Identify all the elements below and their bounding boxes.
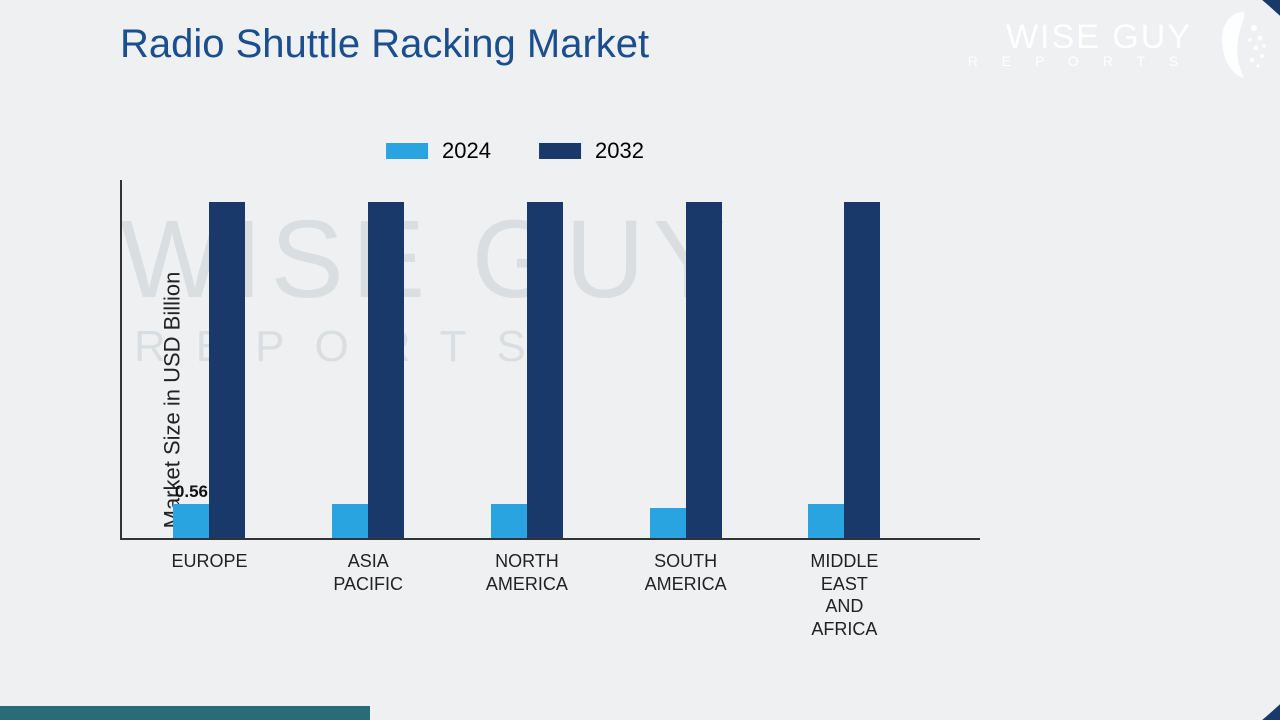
legend-swatch-2032 bbox=[539, 143, 581, 159]
bar-2024 bbox=[650, 508, 686, 538]
bar-2024 bbox=[491, 504, 527, 538]
legend: 2024 2032 bbox=[386, 138, 644, 164]
category-label: EUROPE bbox=[139, 550, 279, 573]
legend-item-2032: 2032 bbox=[539, 138, 644, 164]
bar-group: MIDDLEEASTANDAFRICA bbox=[808, 202, 880, 538]
chart: Market Size in USD Billion 2024 2032 0.5… bbox=[50, 130, 980, 670]
bar-2024: 0.56 bbox=[173, 504, 209, 538]
logo-line2: R E P O R T S bbox=[968, 53, 1192, 69]
legend-label-2032: 2032 bbox=[595, 138, 644, 164]
bar-2032 bbox=[368, 202, 404, 538]
legend-label-2024: 2024 bbox=[442, 138, 491, 164]
chart-title: Radio Shuttle Racking Market bbox=[120, 22, 649, 67]
brand-panel: WISE GUY R E P O R T S bbox=[960, 0, 1280, 720]
bar-2024 bbox=[808, 504, 844, 538]
bar-2032 bbox=[844, 202, 880, 538]
bar-2032 bbox=[209, 202, 245, 538]
bar-2024 bbox=[332, 504, 368, 538]
logo-line1: WISE GUY bbox=[968, 18, 1192, 57]
bar-group: ASIAPACIFIC bbox=[332, 202, 404, 538]
bar-group: NORTHAMERICA bbox=[491, 202, 563, 538]
brand-logo: WISE GUY R E P O R T S bbox=[968, 18, 1192, 69]
bar-value-label: 0.56 bbox=[175, 482, 208, 502]
legend-item-2024: 2024 bbox=[386, 138, 491, 164]
page: WISE GUY R E P O R T S Radio Shuttle Rac… bbox=[0, 0, 1280, 720]
category-label: NORTHAMERICA bbox=[457, 550, 597, 595]
bar-2032 bbox=[686, 202, 722, 538]
brand-head-icon bbox=[1216, 10, 1272, 80]
bottom-accent-bar bbox=[0, 706, 370, 720]
category-label: MIDDLEEASTANDAFRICA bbox=[774, 550, 914, 640]
plot-area: 0.56EUROPE ASIAPACIFIC NORTHAMERICA SOUTHAM… bbox=[120, 180, 980, 540]
bar-group: 0.56EUROPE bbox=[173, 202, 245, 538]
category-label: ASIAPACIFIC bbox=[298, 550, 438, 595]
bar-group: SOUTHAMERICA bbox=[650, 202, 722, 538]
legend-swatch-2024 bbox=[386, 143, 428, 159]
category-label: SOUTHAMERICA bbox=[616, 550, 756, 595]
bar-2032 bbox=[527, 202, 563, 538]
